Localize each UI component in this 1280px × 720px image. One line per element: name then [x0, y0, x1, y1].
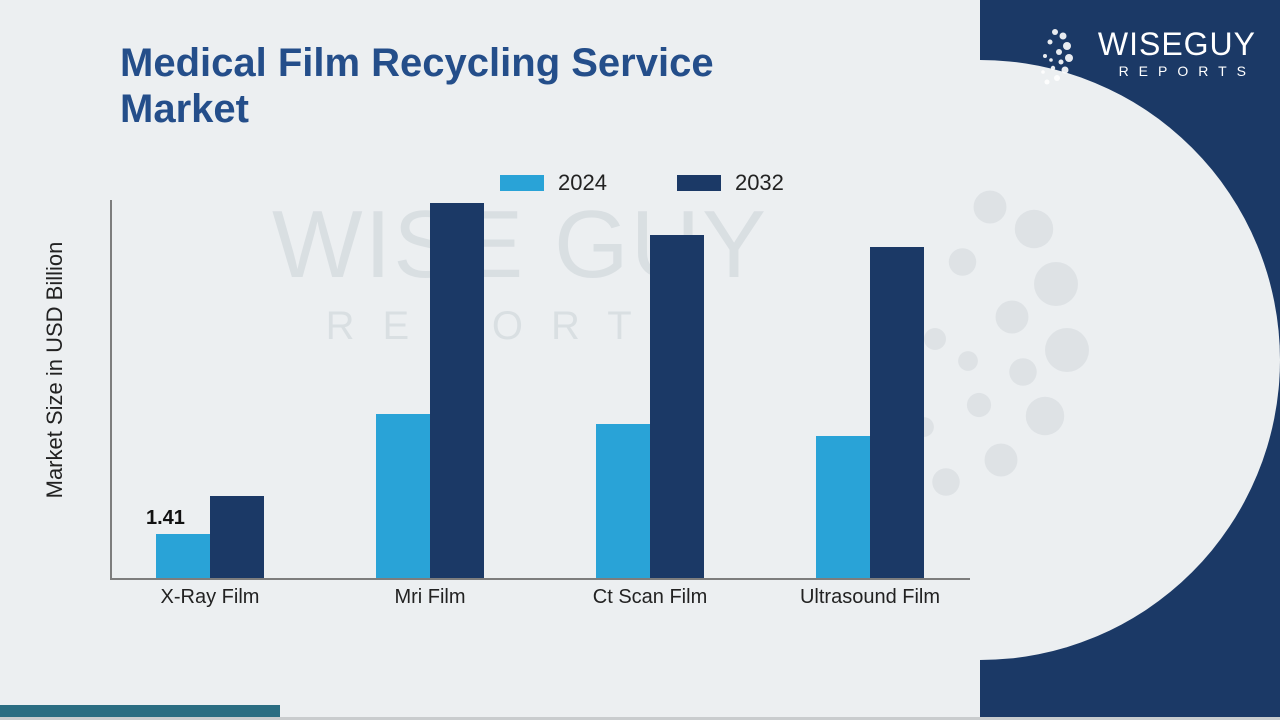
bar-series-a — [596, 424, 650, 578]
bar-series-a — [376, 414, 430, 578]
legend-swatch-2032 — [677, 175, 721, 191]
x-tick-label: Ct Scan Film — [570, 586, 730, 609]
legend-label-2024: 2024 — [558, 170, 607, 196]
brand-line2: REPORTS — [1098, 64, 1256, 79]
x-axis-line — [110, 578, 970, 580]
bar-series-b — [430, 203, 484, 578]
footer-accent-bar — [0, 705, 280, 717]
y-axis-label: Market Size in USD Billion — [42, 242, 68, 499]
bar-series-a — [156, 534, 210, 578]
bar-series-b — [650, 235, 704, 578]
bar-series-b — [210, 496, 264, 578]
legend-label-2032: 2032 — [735, 170, 784, 196]
report-canvas: WISEGUY REPORTS Medical Film Recycling S… — [0, 0, 1280, 720]
brand-word-1: WISE — [1098, 26, 1184, 62]
x-tick-label: Ultrasound Film — [790, 586, 950, 609]
brand-line1: WISEGUY — [1098, 28, 1256, 62]
bar-chart: 1.41X-Ray FilmMri FilmCt Scan FilmUltras… — [110, 200, 970, 580]
brand-word-2: GUY — [1184, 26, 1256, 62]
legend-swatch-2024 — [500, 175, 544, 191]
bar-series-b — [870, 247, 924, 578]
chart-title: Medical Film Recycling Service Market — [120, 40, 770, 132]
y-axis-line — [110, 200, 112, 580]
x-tick-label: X-Ray Film — [130, 586, 290, 609]
bar-value-label: 1.41 — [146, 507, 185, 530]
brand-side-panel — [980, 0, 1280, 720]
x-tick-label: Mri Film — [350, 586, 510, 609]
legend: 2024 2032 — [500, 170, 784, 196]
legend-item-2024: 2024 — [500, 170, 607, 196]
brand-head-icon — [1015, 22, 1075, 94]
brand-logo: WISEGUY REPORTS — [1098, 28, 1256, 78]
legend-item-2032: 2032 — [677, 170, 784, 196]
bar-series-a — [816, 436, 870, 578]
